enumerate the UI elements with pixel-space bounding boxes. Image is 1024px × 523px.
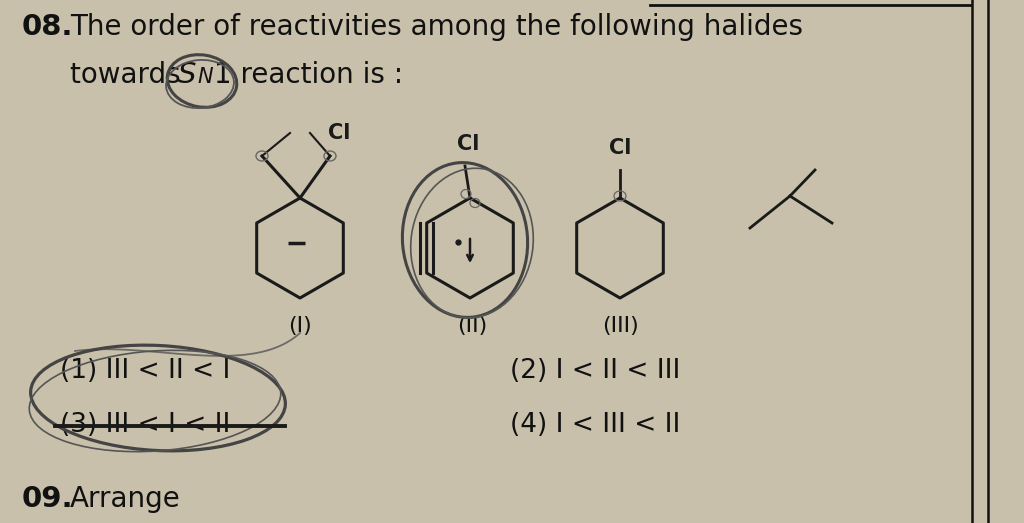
- Text: (III): (III): [602, 316, 638, 336]
- Text: (4) I < III < II: (4) I < III < II: [510, 412, 680, 438]
- Text: N: N: [197, 67, 213, 87]
- Text: (1) III < II < I: (1) III < II < I: [60, 358, 230, 384]
- Text: S: S: [178, 61, 197, 89]
- Text: Cl: Cl: [609, 138, 631, 158]
- Text: towards: towards: [70, 61, 189, 89]
- Text: (II): (II): [457, 316, 487, 336]
- Text: Cl: Cl: [328, 123, 350, 143]
- Text: 1 reaction is :: 1 reaction is :: [214, 61, 403, 89]
- Text: (3) III < I < II: (3) III < I < II: [60, 412, 230, 438]
- Text: 08.: 08.: [22, 13, 74, 41]
- Text: (I): (I): [288, 316, 312, 336]
- Text: Arrange: Arrange: [70, 485, 181, 513]
- Text: (2) I < II < III: (2) I < II < III: [510, 358, 680, 384]
- Text: 09.: 09.: [22, 485, 74, 513]
- Text: Cl: Cl: [457, 134, 479, 154]
- Text: The order of reactivities among the following halides: The order of reactivities among the foll…: [70, 13, 803, 41]
